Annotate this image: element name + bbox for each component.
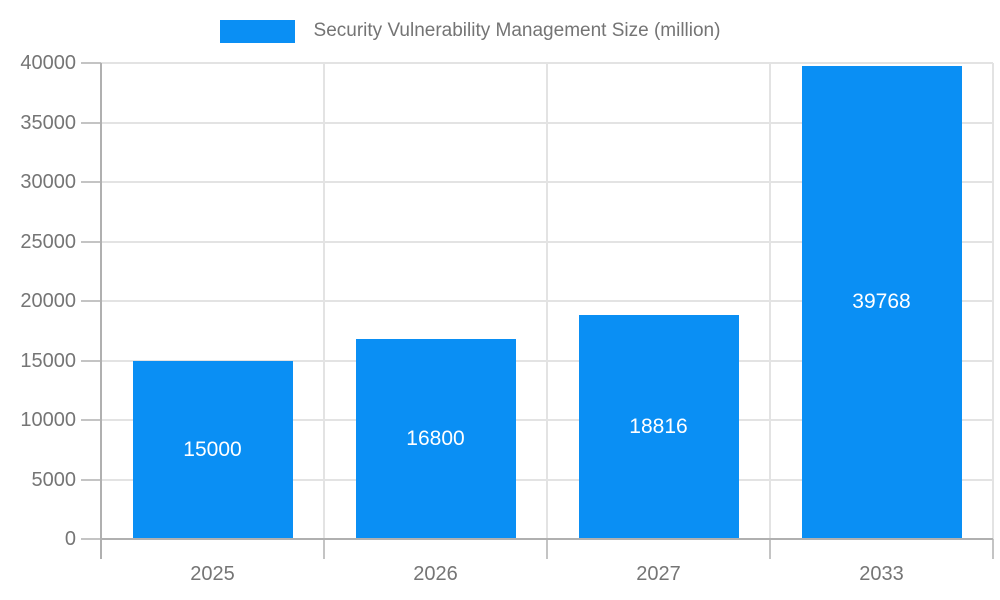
x-axis-line [101,538,993,540]
y-tick-label: 30000 [20,171,76,193]
x-grid-line [323,63,325,539]
y-tick-label: 0 [64,528,76,550]
y-tick-mark [81,181,101,183]
x-tick-label: 2025 [190,563,235,585]
y-tick-label: 35000 [20,111,76,134]
bar-value-label: 18816 [629,415,688,439]
bar[interactable] [355,339,516,539]
x-tick-mark [769,539,771,559]
bar[interactable] [801,65,962,539]
bar[interactable] [578,315,739,539]
bar-value-label: 16800 [406,427,465,451]
x-grid-line [546,63,548,539]
y-tick-label: 15000 [20,349,76,372]
y-tick-mark [81,419,101,421]
x-tick-mark [992,539,994,559]
y-axis-line [100,63,102,559]
y-tick-mark [81,478,101,481]
x-grid-line [992,63,994,539]
x-tick-label: 2027 [636,563,681,585]
y-tick-label: 10000 [20,409,76,431]
x-tick-mark [323,539,325,559]
chart-legend[interactable]: Security Vulnerability Management Size (… [0,17,970,45]
x-tick-label: 2033 [859,563,904,585]
y-tick-label: 25000 [20,230,76,253]
chart-title: Security Vulnerability Management Size (… [313,20,721,41]
y-tick-mark [81,538,101,540]
x-tick-label: 2026 [413,563,458,585]
bar-value-label: 15000 [183,437,242,461]
x-tick-mark [546,539,548,559]
x-grid-line [769,63,771,539]
y-tick-mark [81,121,101,124]
y-tick-label: 5000 [31,468,77,491]
legend-color-swatch-icon [219,19,295,43]
y-tick-mark [81,240,101,243]
y-tick-label: 40000 [20,52,76,74]
y-tick-label: 20000 [20,290,76,312]
bar[interactable] [132,360,293,539]
y-tick-mark [81,359,101,362]
y-tick-mark [81,300,101,302]
bar-value-label: 39768 [852,290,911,314]
y-tick-mark [81,62,101,64]
